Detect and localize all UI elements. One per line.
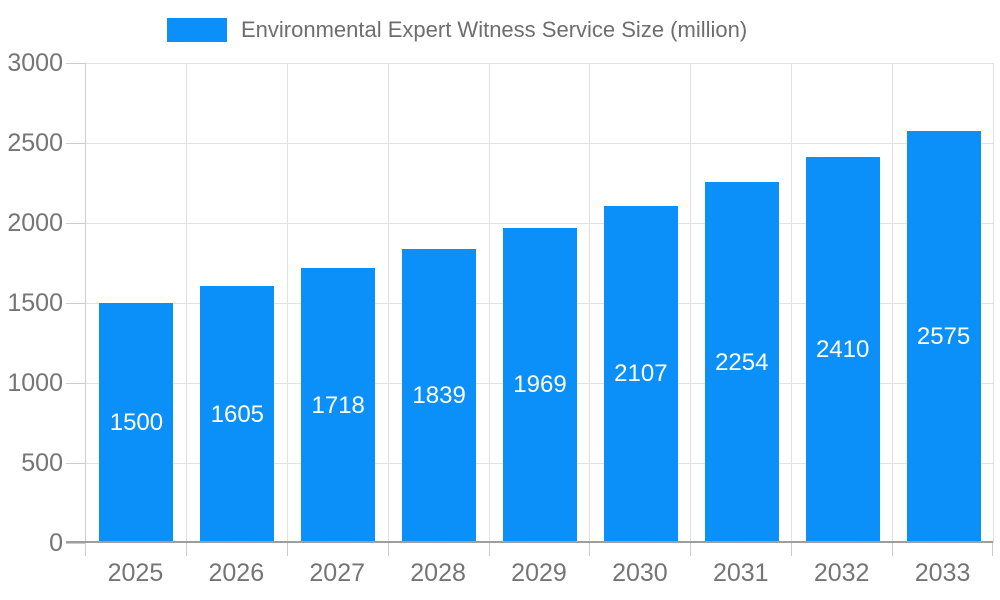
gridline-vertical	[186, 63, 187, 543]
x-tick	[388, 543, 389, 556]
bar-2029: 1969	[503, 227, 577, 543]
y-tick-label: 1500	[7, 289, 63, 317]
bar-value-label: 1839	[412, 381, 466, 409]
gridline-vertical	[388, 63, 389, 543]
x-tick	[690, 543, 691, 556]
x-tick-label-2030: 2030	[612, 559, 668, 587]
x-tick-label-2026: 2026	[208, 559, 265, 587]
gridline-vertical	[690, 63, 691, 543]
y-tick-label: 3000	[7, 49, 63, 77]
gridline-vertical	[287, 63, 288, 543]
y-tick	[66, 143, 85, 144]
x-tick	[186, 543, 187, 556]
legend-swatch	[167, 18, 227, 42]
x-tick-label-2032: 2032	[813, 559, 870, 587]
y-tick-label: 1000	[7, 369, 63, 397]
bar-value-label: 1718	[311, 391, 365, 419]
x-tick	[589, 543, 590, 556]
x-tick-label-2025: 2025	[107, 559, 164, 587]
x-tick	[892, 543, 893, 556]
bar-value-label: 2410	[815, 336, 870, 364]
x-tick-label-2033: 2033	[914, 559, 971, 587]
bar-2033: 2575	[906, 131, 981, 543]
x-tick-label-2031: 2031	[712, 559, 769, 587]
y-tick-label: 500	[21, 449, 63, 477]
gridline-vertical	[791, 63, 792, 543]
y-tick-label: 2500	[7, 129, 63, 157]
x-axis-line	[66, 541, 993, 543]
x-tick-label-2027: 2027	[309, 559, 366, 587]
plot-area: 1500 1605 1718 1839 1969 2107 2254 2410 2575	[85, 63, 994, 543]
x-tick-label-2029: 2029	[511, 559, 567, 587]
y-tick	[66, 303, 85, 304]
x-tick	[992, 543, 993, 556]
bar-2032: 2410	[805, 157, 880, 543]
y-tick-label: 2000	[7, 209, 63, 237]
x-tick	[85, 543, 86, 556]
bar-value-label: 2107	[614, 360, 668, 388]
gridline-horizontal	[86, 223, 994, 224]
gridline-horizontal	[86, 63, 994, 64]
gridline-vertical	[892, 63, 893, 543]
y-tick	[66, 383, 85, 384]
y-tick	[66, 543, 85, 544]
y-tick	[66, 223, 85, 224]
gridline-vertical	[589, 63, 590, 543]
gridline-vertical	[993, 63, 994, 543]
bar-value-label: 1500	[109, 409, 164, 436]
x-tick-label-2028: 2028	[410, 559, 466, 587]
x-tick	[287, 543, 288, 556]
gridline-vertical	[489, 63, 490, 543]
legend: Environmental Expert Witness Service Siz…	[167, 17, 747, 43]
legend-label: Environmental Expert Witness Service Siz…	[241, 17, 748, 42]
x-tick	[489, 543, 490, 556]
bar-2030: 2107	[603, 205, 678, 543]
bar-value-label: 1969	[513, 371, 567, 399]
y-tick	[66, 463, 85, 464]
y-tick-label: 0	[49, 529, 63, 557]
bar-2026: 1605	[200, 286, 275, 543]
bar-value-label: 2254	[715, 348, 769, 376]
y-tick	[66, 63, 85, 64]
bar-2031: 2254	[704, 182, 779, 543]
bar-2028: 1839	[402, 248, 477, 543]
bar-value-label: 1605	[210, 400, 265, 428]
bar-value-label: 2575	[916, 323, 971, 350]
bar-2027: 1718	[301, 268, 376, 543]
bar-2025: 1500	[99, 303, 174, 543]
gridline-horizontal	[86, 143, 994, 144]
x-tick	[791, 543, 792, 556]
